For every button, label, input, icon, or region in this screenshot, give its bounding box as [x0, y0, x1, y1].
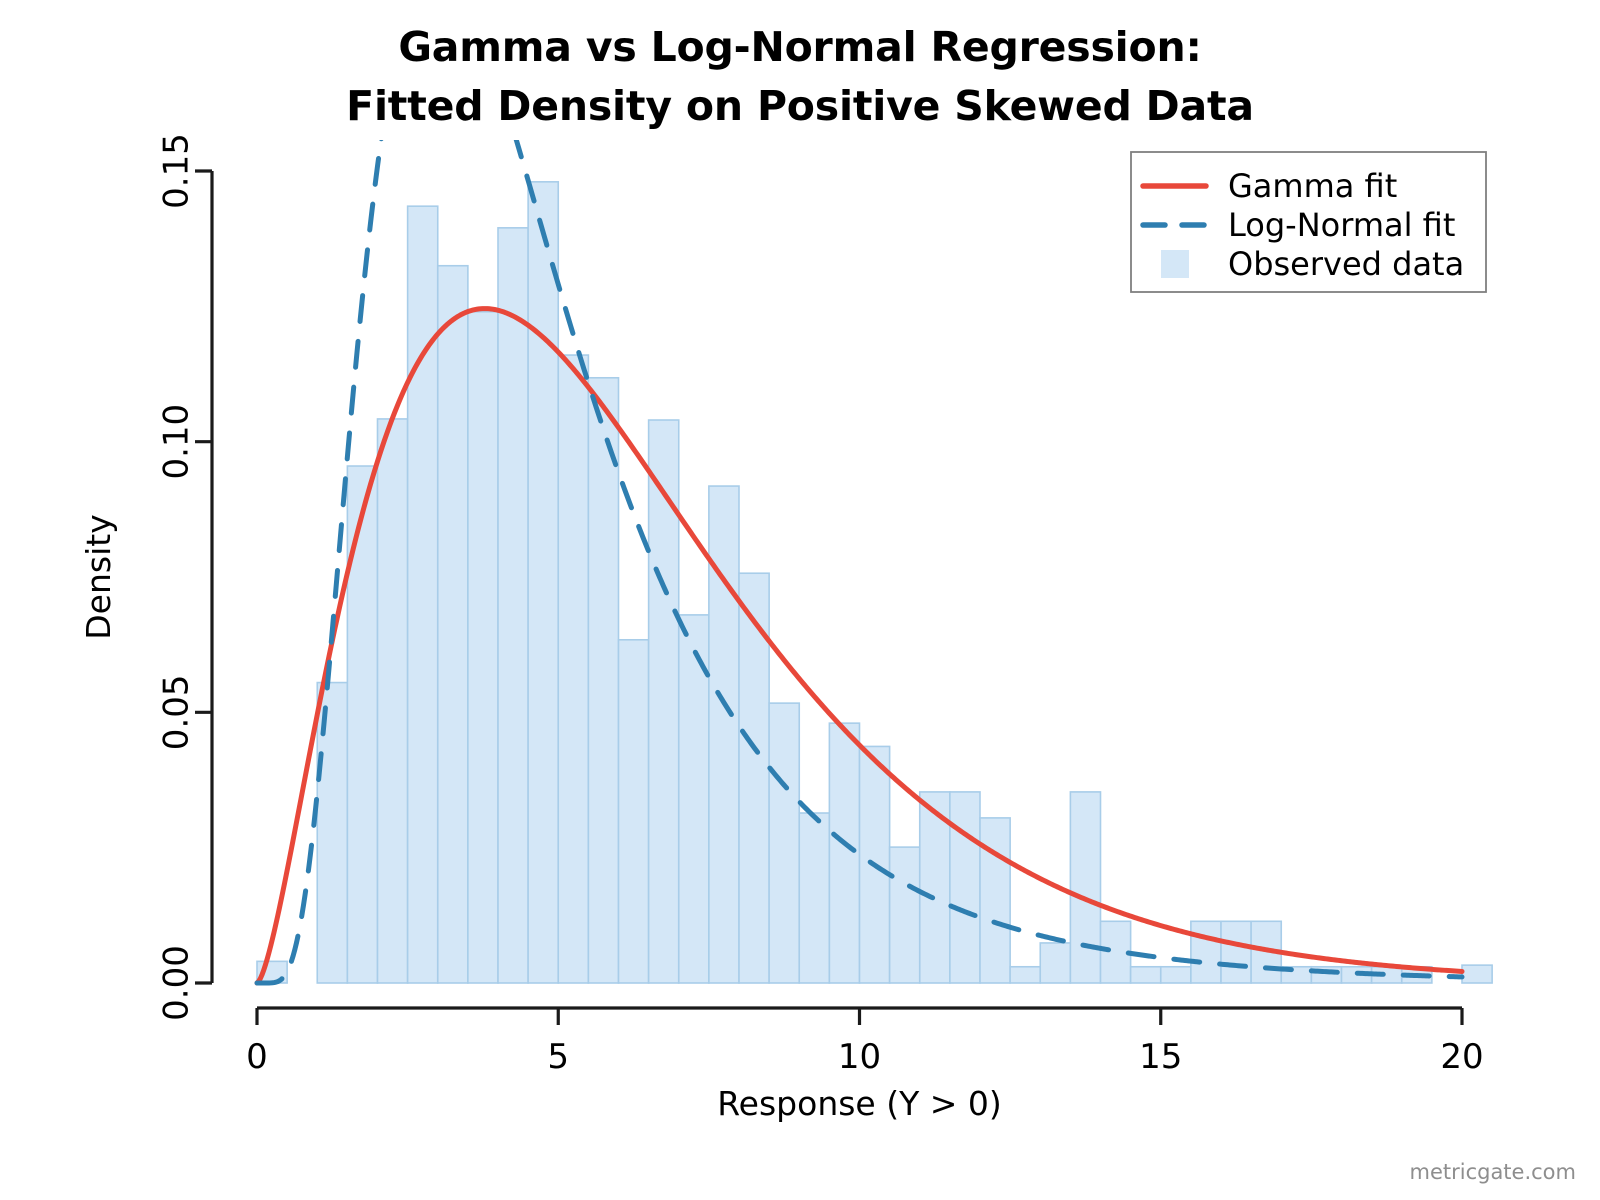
histogram-bar [828, 722, 861, 984]
x-axis-tick-label: 5 [547, 1037, 569, 1077]
histogram-bar [979, 817, 1011, 984]
x-axis-title: Response (Y > 0) [717, 1084, 1002, 1123]
histogram-bar [677, 614, 710, 984]
histogram-bar [949, 791, 981, 984]
histogram-bar [1461, 964, 1493, 984]
histogram-bar [708, 485, 740, 984]
histogram-bar [617, 638, 650, 984]
axes: 0 5 10 15 20 Response (Y > 0) 0.00 0.05 0.10 0.15… [79, 133, 1484, 1123]
histogram-bar [1009, 965, 1042, 984]
histogram-bar [738, 572, 770, 984]
y-axis-tick-label: 0.15 [157, 133, 197, 209]
histogram-bar [587, 376, 620, 984]
x-axis-tick-label: 20 [1440, 1037, 1483, 1077]
histogram-bar [467, 310, 499, 984]
histogram-bar [768, 702, 801, 984]
watermark: metricgate.com [1409, 1160, 1576, 1184]
y-axis-tick-label: 0.00 [157, 945, 197, 1021]
x-axis-tick-label: 0 [246, 1037, 268, 1077]
histogram-bar [527, 181, 560, 984]
histogram-bar [1039, 942, 1072, 984]
y-axis-tick-label: 0.05 [157, 674, 197, 750]
y-axis-tick-label: 0.10 [157, 404, 197, 480]
legend-box [1130, 151, 1487, 293]
chart-title-line-2: Fitted Density on Positive Skewed Data [346, 82, 1254, 131]
histogram-bar [376, 418, 409, 984]
histogram-bar [436, 264, 469, 984]
histogram-bar [798, 812, 831, 984]
histogram-bar [1159, 965, 1192, 984]
histogram-bar [1129, 965, 1162, 984]
chart-title-line-1: Gamma vs Log-Normal Regression: [398, 23, 1202, 71]
legend-item-label: Observed data [1228, 245, 1464, 283]
histogram-bar [497, 227, 529, 984]
legend-item-label: Gamma fit [1228, 167, 1397, 205]
y-axis-title: Density [79, 514, 118, 639]
histogram-bar [346, 465, 379, 984]
histogram-bar [1069, 791, 1102, 984]
histogram-bar [1190, 920, 1222, 984]
x-axis-tick-label: 10 [838, 1037, 881, 1077]
x-axis-tick-label: 15 [1139, 1037, 1182, 1077]
legend-observed-square-icon [1161, 250, 1189, 278]
histogram-bars [256, 181, 1493, 984]
histogram-bar [647, 419, 680, 984]
histogram-bar [557, 354, 590, 984]
histogram-bar [918, 791, 951, 984]
histogram-bar [1220, 920, 1252, 984]
page-title: Gamma vs Log-Normal Regression: Fitted D… [0, 18, 1600, 137]
legend-item-label: Log-Normal fit [1228, 206, 1455, 244]
histogram-bar [1099, 920, 1132, 984]
histogram-bar [406, 205, 439, 984]
fitted-curves [254, 140, 1465, 986]
histogram-bar [888, 846, 921, 984]
gamma-fit-curve [254, 306, 1465, 986]
